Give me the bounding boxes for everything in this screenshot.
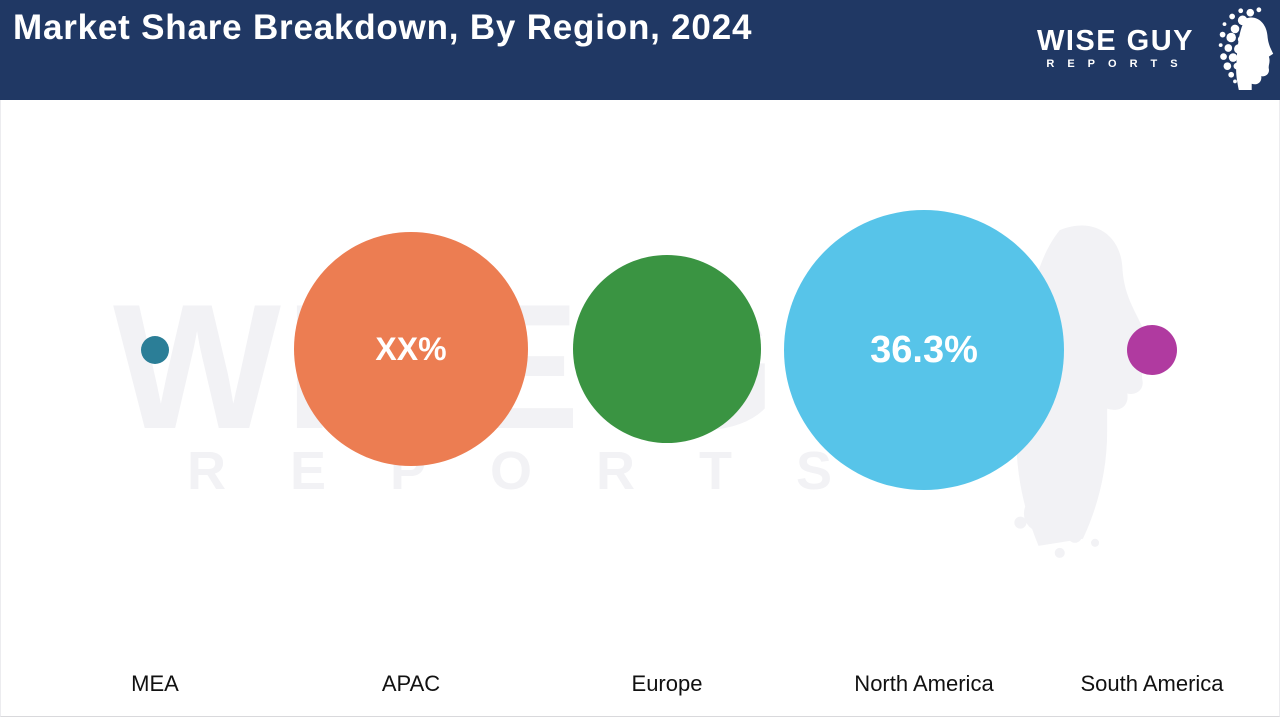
category-label-europe: Europe [631, 671, 703, 696]
logo-subtitle: REPORTS [1046, 58, 1191, 71]
bubble-value-label: 36.3% [870, 328, 978, 371]
logo-wordmark: WISE GUY [1036, 24, 1194, 57]
category-label-north-america: North America [854, 671, 994, 696]
wiseguy-logo-text: WISE GUY REPORTS [1036, 24, 1194, 71]
watermark-subtitle: REPORTS [187, 441, 897, 501]
category-label-apac: APAC [381, 671, 441, 696]
bubble-apac: XX% [294, 232, 528, 466]
bubble-chart: WISE GUY REPORTS XX% 36.3% [0, 100, 1280, 717]
category-label-mea: MEA [131, 671, 179, 696]
category-label-south-america: South America [1080, 671, 1224, 696]
page-title: Market Share Breakdown, By Region, 2024 [13, 8, 753, 47]
bubble-south-america [1127, 325, 1177, 375]
bubble-europe [573, 255, 761, 443]
bubble-value-label: XX% [375, 330, 447, 367]
bubble-mea [141, 336, 169, 364]
wiseguy-head-icon [1218, 7, 1274, 90]
wiseguy-logo: WISE GUY REPORTS [1037, 6, 1274, 90]
bubble-north-america: 36.3% [784, 210, 1064, 490]
header-bar: Market Share Breakdown, By Region, 2024 … [0, 0, 1280, 100]
